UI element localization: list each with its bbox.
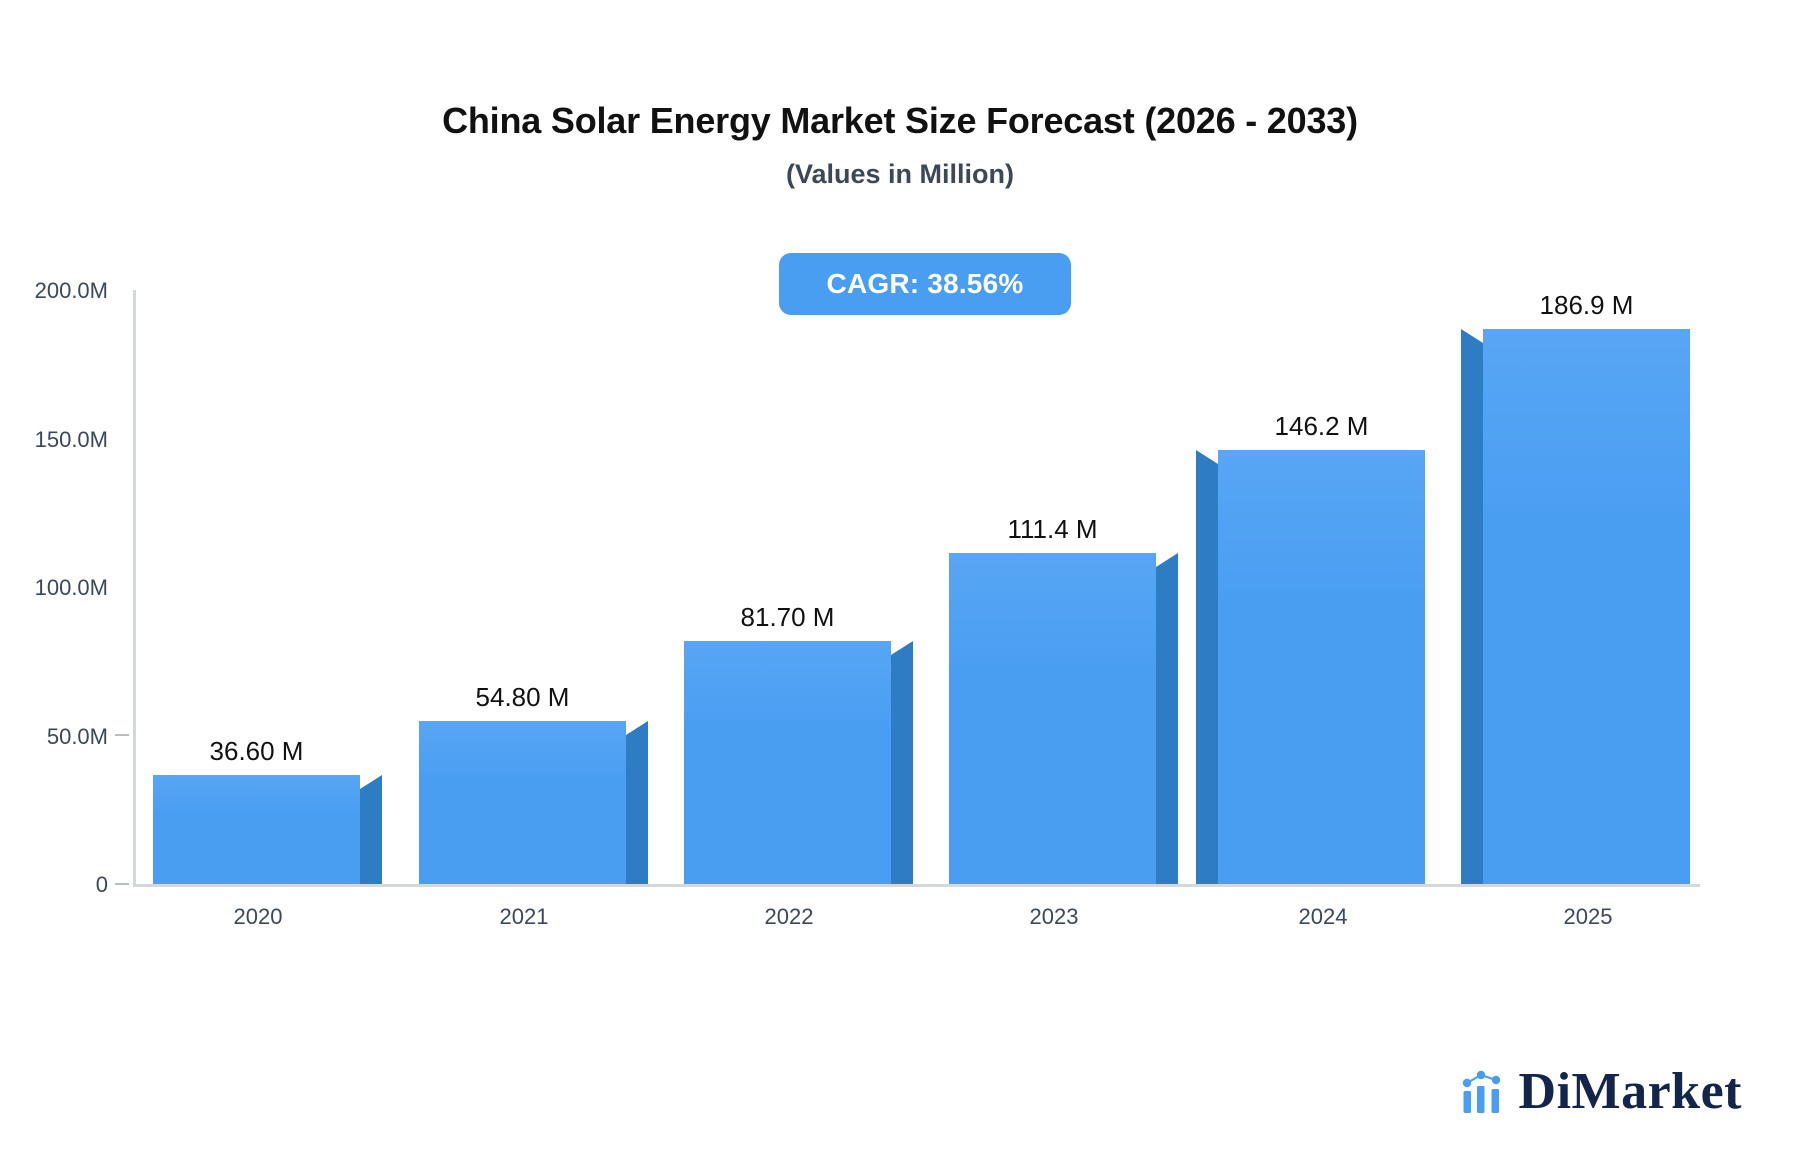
x-axis-tick-2021: 2021 <box>499 904 549 929</box>
bar-2022[interactable]: 81.70 M <box>684 290 913 884</box>
bar-value-label: 146.2 M <box>1274 411 1369 441</box>
bar-side-face <box>360 775 382 884</box>
bar-2025[interactable]: 186.9 M <box>1461 290 1690 884</box>
x-axis-tick-2023: 2023 <box>1029 904 1079 929</box>
bar-front-face <box>1218 450 1425 884</box>
bar-side-face <box>1196 450 1218 884</box>
y-axis-tick-label: 200.0M <box>34 278 108 303</box>
bar-2024[interactable]: 146.2 M <box>1196 290 1425 884</box>
bar-front-face <box>1483 329 1690 884</box>
cagr-badge: CAGR: 38.56% <box>779 253 1071 315</box>
bar-side-face <box>626 721 648 884</box>
dimarket-logo: DiMarket <box>1461 1066 1742 1118</box>
y-axis-tick-label: 150.0M <box>34 427 108 452</box>
bar-front-face <box>153 775 360 884</box>
bar-front-face <box>419 721 626 884</box>
x-axis-tick-2020: 2020 <box>233 904 283 929</box>
chart-header: China Solar Energy Market Size Forecast … <box>0 100 1800 190</box>
x-axis-tick-2024: 2024 <box>1298 904 1348 929</box>
bar-value-label: 54.80 M <box>475 682 570 712</box>
logo-wordmark: DiMarket <box>1518 1063 1742 1120</box>
x-axis-tick-2022: 2022 <box>764 904 814 929</box>
bar-side-face <box>1461 329 1483 884</box>
x-axis-line <box>133 884 1700 887</box>
bar-value-label: 81.70 M <box>740 602 835 632</box>
y-axis-line <box>133 290 136 886</box>
bar-value-label: 36.60 M <box>209 736 304 766</box>
y-axis-tick-label: 100.0M <box>34 575 108 600</box>
bar-front-face <box>684 641 891 884</box>
bar-value-label: 186.9 M <box>1539 290 1634 320</box>
bar-chart-dots-icon <box>1461 1069 1507 1115</box>
bar-2021[interactable]: 54.80 M <box>419 290 648 884</box>
bar-front-face <box>949 553 1156 884</box>
y-axis-tick-label: 0 <box>95 872 108 897</box>
x-axis-tick-2025: 2025 <box>1563 904 1613 929</box>
y-axis-tick-label: 50.0M <box>46 724 108 749</box>
y-axis-tick-mark <box>115 883 129 885</box>
bar-value-label: 111.4 M <box>1007 514 1098 544</box>
bar-2020[interactable]: 36.60 M <box>153 290 382 884</box>
chart-subtitle: (Values in Million) <box>785 159 1015 190</box>
bar-side-face <box>891 641 913 884</box>
bar-2023[interactable]: 111.4 M <box>949 290 1178 884</box>
y-axis-tick-mark <box>115 734 129 736</box>
page-title: China Solar Energy Market Size Forecast … <box>442 100 1358 141</box>
bar-side-face <box>1156 553 1178 884</box>
